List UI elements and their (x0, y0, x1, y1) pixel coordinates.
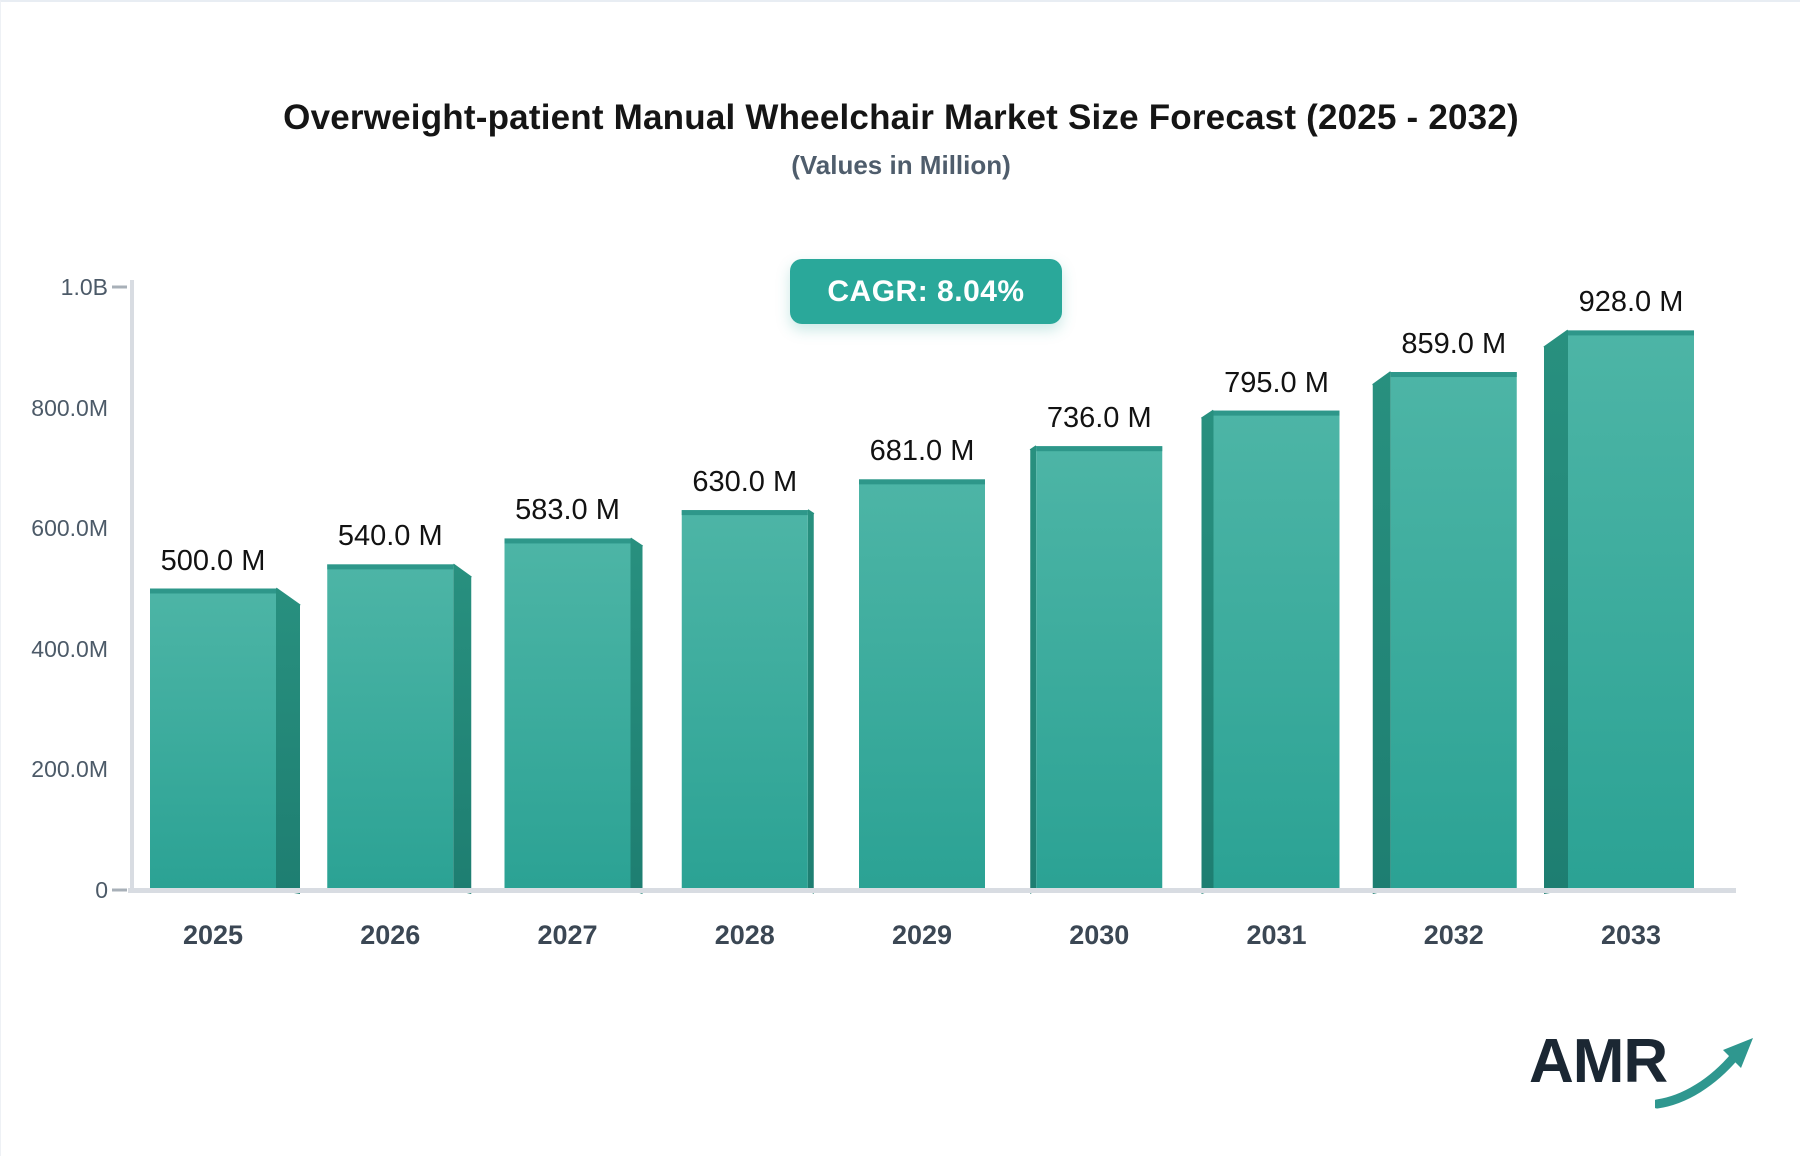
bar-top-edge (681, 510, 808, 516)
bar-front (1390, 372, 1517, 890)
bar-front (504, 538, 631, 890)
bar-top-edge (1213, 410, 1340, 416)
bar-side (1201, 410, 1214, 894)
bar-side-edge (1200, 409, 1215, 420)
x-axis-label: 2025 (182, 920, 244, 950)
bar-front (1036, 446, 1163, 890)
bar-value-label: 630.0 M (692, 466, 798, 499)
bar-side (1372, 372, 1391, 894)
bar-value-label: 859.0 M (1401, 328, 1507, 361)
bar (504, 537, 644, 894)
x-axis-label: 2028 (714, 920, 775, 950)
logo-arrow-icon (1655, 1038, 1754, 1109)
y-axis-tick-label: 800.0M (31, 394, 108, 421)
bar (681, 509, 815, 894)
bar (150, 587, 301, 894)
x-axis-label: 2031 (1246, 920, 1307, 950)
bar-value-label: 928.0 M (1578, 286, 1684, 319)
chart-title: Overweight-patient Manual Wheelchair Mar… (283, 98, 1519, 137)
bar-front (859, 479, 985, 890)
bar-value-label: 681.0 M (869, 435, 975, 468)
chart-subtitle: (Values in Million) (791, 150, 1011, 180)
bar-top-edge (150, 588, 276, 594)
bar-side-edge (1543, 329, 1569, 349)
bar-value-label: 540.0 M (337, 520, 443, 553)
bar-side-edge (807, 509, 815, 515)
bar (1029, 445, 1163, 894)
bar-side (1030, 446, 1037, 894)
bar-top-edge (1568, 330, 1694, 336)
bar-top-edge (327, 564, 454, 570)
bar-side (453, 564, 472, 894)
bar-top-edge (859, 479, 985, 485)
bar-side-edge (629, 537, 644, 548)
bar-side (807, 510, 814, 894)
y-axis-tick-dash (112, 285, 127, 289)
amr-logo-text: AMR (1529, 1027, 1668, 1096)
x-axis-label: 2032 (1423, 920, 1484, 950)
bar-side (1544, 330, 1568, 894)
x-axis-label: 2026 (360, 920, 421, 950)
bar-side-edge (452, 563, 472, 579)
bar-side-edge (1029, 445, 1037, 452)
x-axis-label: 2029 (891, 920, 953, 950)
bar-side (276, 588, 300, 894)
bar-value-label: 500.0 M (160, 544, 266, 577)
bar (1200, 409, 1340, 894)
y-axis-tick-label: 1.0B (60, 274, 108, 300)
bar-value-label: 736.0 M (1046, 402, 1152, 435)
x-axis-label: 2027 (537, 920, 598, 950)
bar-top-edge (1036, 446, 1163, 452)
y-axis-line (130, 280, 134, 893)
bar-front (150, 588, 276, 890)
bar-value-label: 583.0 M (515, 494, 620, 527)
y-axis-tick-label: 600.0M (31, 515, 108, 542)
bar-front (1213, 410, 1340, 890)
bar-side-edge (1372, 371, 1392, 386)
bar-front (327, 564, 454, 890)
bar-top-edge (1390, 372, 1517, 378)
bar (1372, 371, 1517, 894)
x-axis-line (128, 888, 1736, 893)
cagr-badge: CAGR: 8.04% (790, 259, 1062, 324)
bar-front (1568, 330, 1694, 890)
x-axis-label: 2033 (1600, 920, 1662, 950)
amr-logo: AMR (1529, 1027, 1765, 1118)
bar-top-edge (504, 538, 631, 544)
bar (859, 479, 985, 890)
bar (1543, 329, 1694, 894)
bar-side-edge (275, 587, 301, 607)
y-axis-tick-dash (112, 888, 127, 892)
y-axis-tick-label: 400.0M (31, 635, 108, 662)
bar-side (630, 538, 643, 894)
bar (327, 563, 472, 894)
x-axis-label: 2030 (1069, 920, 1130, 950)
y-axis-tick-label: 200.0M (31, 756, 108, 783)
bar-value-label: 795.0 M (1224, 366, 1329, 399)
y-axis-tick-label: 0 (95, 877, 108, 903)
bar-front (681, 510, 808, 890)
cagr-label: CAGR: 8.04% (827, 274, 1025, 308)
